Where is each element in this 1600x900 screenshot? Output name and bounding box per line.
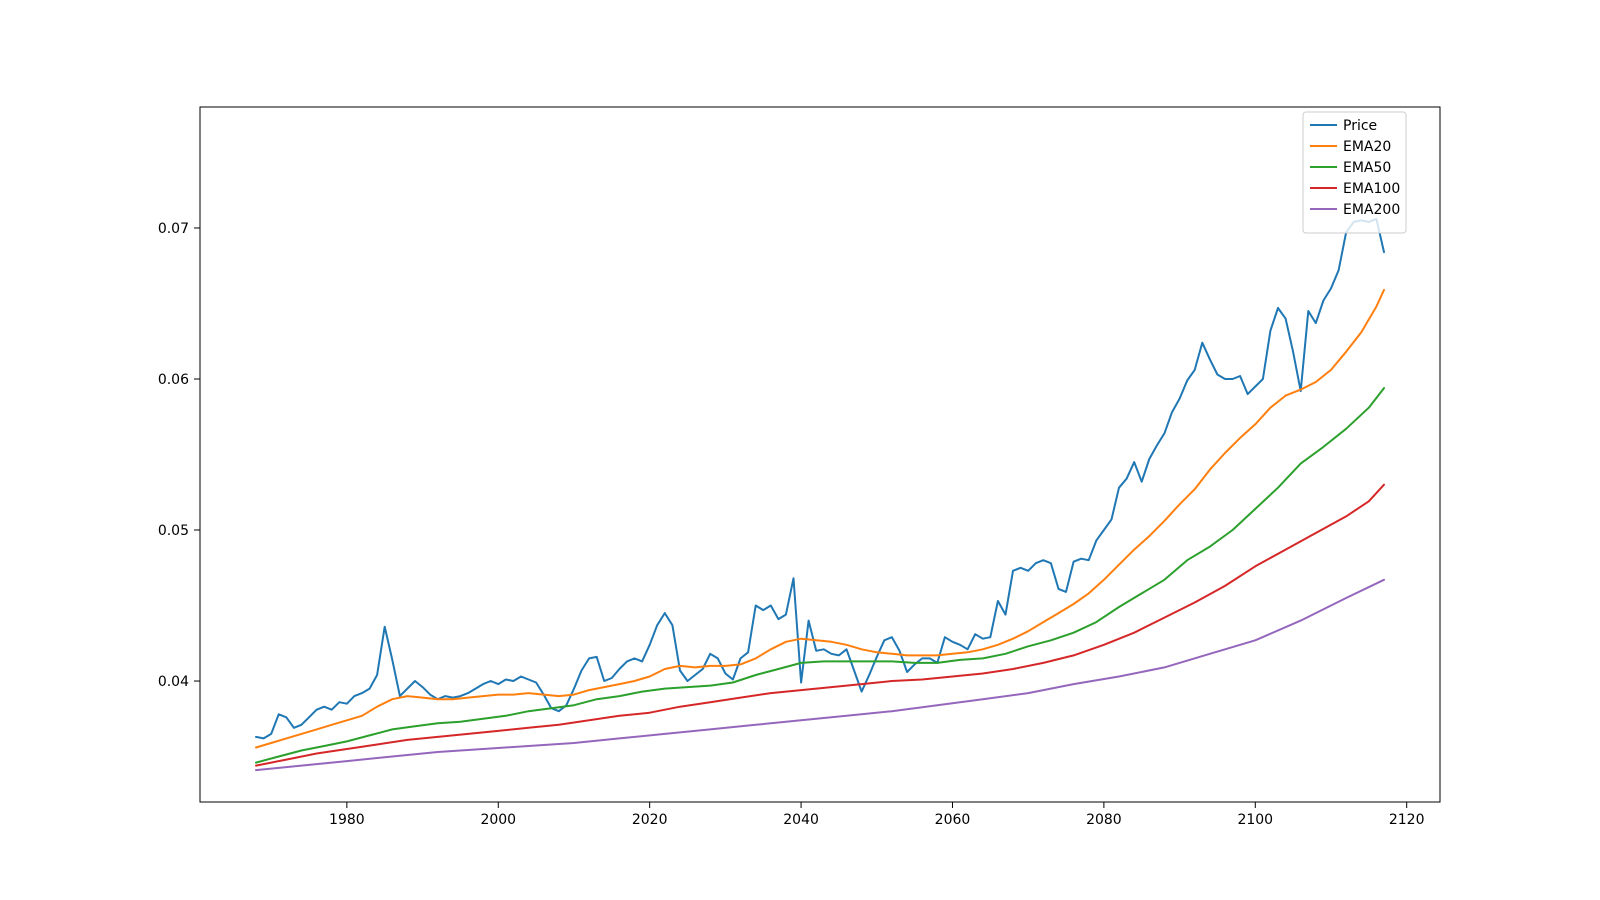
plot-area <box>199 106 1441 803</box>
x-tick-label: 2020 <box>632 812 668 828</box>
x-tick-label: 1980 <box>329 812 365 828</box>
legend: Price EMA20 EMA50 EMA100 EMA200 <box>1302 111 1407 234</box>
x-axis: 1980 2000 2020 2040 2060 2080 2100 2120 <box>329 802 1425 828</box>
legend-box <box>1302 111 1407 234</box>
legend-item-label: EMA20 <box>1343 139 1391 155</box>
y-tick-label: 0.04 <box>158 674 189 690</box>
series-line-price <box>255 217 1385 740</box>
x-tick-label: 2000 <box>480 812 516 828</box>
legend-item-label: Price <box>1343 118 1377 134</box>
legend-item-label: EMA50 <box>1343 160 1391 176</box>
y-tick-label: 0.06 <box>158 372 189 388</box>
legend-item-label: EMA100 <box>1343 181 1400 197</box>
x-tick-label: 2040 <box>783 812 819 828</box>
series-line-ema200 <box>255 578 1385 772</box>
y-tick-label: 0.05 <box>158 523 189 539</box>
legend-item-label: EMA200 <box>1343 202 1400 218</box>
series-line-ema50 <box>255 387 1385 764</box>
series-line-ema100 <box>255 483 1385 767</box>
x-tick-label: 2080 <box>1086 812 1122 828</box>
x-tick-label: 2060 <box>935 812 971 828</box>
x-tick-label: 2120 <box>1389 812 1425 828</box>
y-axis: 0.04 0.05 0.06 0.07 <box>158 221 200 690</box>
y-tick-label: 0.07 <box>158 221 189 237</box>
x-tick-label: 2100 <box>1237 812 1273 828</box>
series-line-ema20 <box>255 288 1385 749</box>
